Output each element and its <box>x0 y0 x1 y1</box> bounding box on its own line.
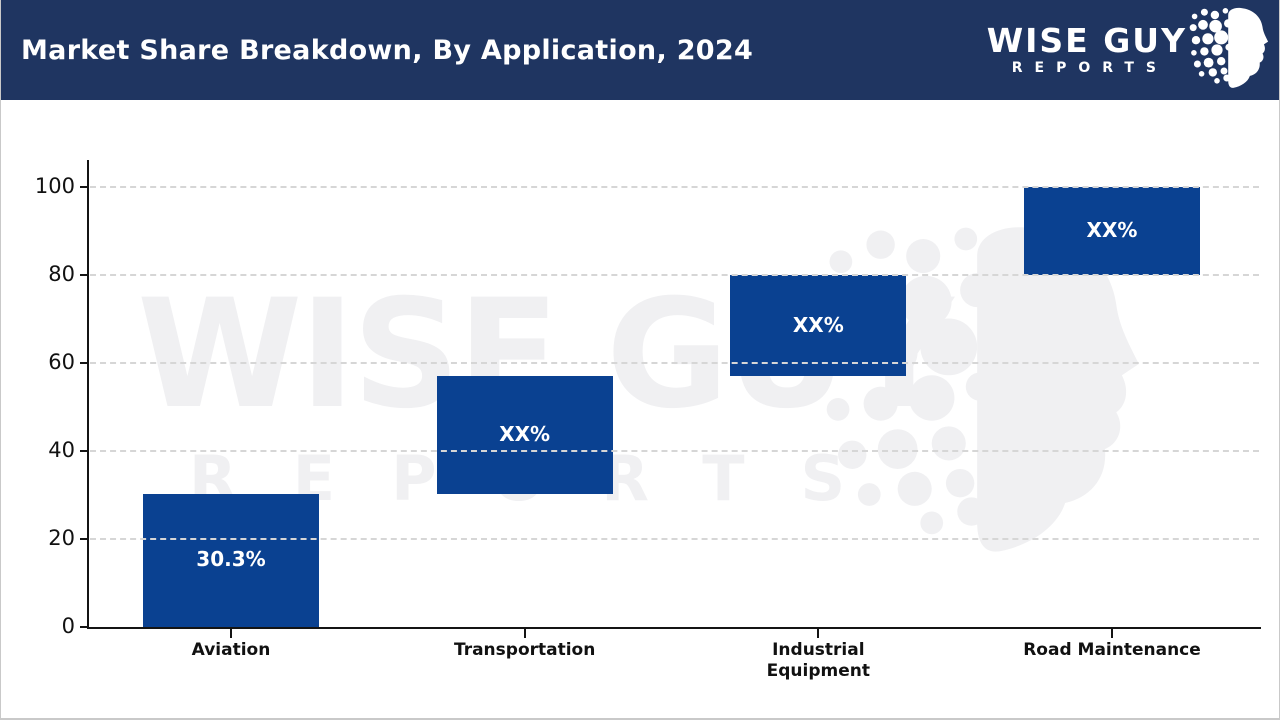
x-category-label: Road Maintenance <box>1023 640 1201 660</box>
wiseguy-face-icon <box>1189 7 1269 88</box>
chart-header: Market Share Breakdown, By Application, … <box>1 0 1279 100</box>
y-tick-80 <box>80 274 89 276</box>
bar-value-label: XX% <box>792 312 844 337</box>
x-tick-4 <box>1111 629 1113 638</box>
logo-wordmark: WISE GUY <box>986 20 1187 60</box>
y-axis-line <box>87 160 89 629</box>
y-tick-label-40: 40 <box>48 438 75 462</box>
x-category-label: Aviation <box>191 640 271 660</box>
y-tick-label-60: 60 <box>48 350 75 374</box>
bar-value-label: 30.3% <box>196 547 266 572</box>
bar-industrial-equipment <box>730 275 907 377</box>
gridline-20 <box>90 538 1259 540</box>
bar-road-maintenance <box>1024 187 1200 275</box>
x-tick-1 <box>230 629 232 638</box>
y-tick-100 <box>80 186 89 188</box>
x-category-label: Transportation <box>453 640 596 660</box>
bar-aviation <box>143 493 319 627</box>
x-tick-3 <box>817 629 820 638</box>
y-tick-label-80: 80 <box>48 262 75 286</box>
wiseguy-logo: WISE GUY REPORTS <box>987 4 1273 96</box>
gridline-60 <box>90 362 1259 364</box>
y-tick-label-100: 100 <box>34 174 75 198</box>
gridline-80 <box>90 274 1259 276</box>
y-tick-40 <box>80 450 89 452</box>
gridline-40 <box>90 450 1259 452</box>
logo-subtext: REPORTS <box>1011 60 1169 77</box>
y-tick-0 <box>80 626 89 628</box>
x-category-label: Industrial Equipment <box>766 640 870 682</box>
bar-transportation <box>436 376 613 494</box>
x-axis-line <box>87 627 1261 629</box>
logo-text: WISE GUY REPORTS <box>986 20 1187 77</box>
bar-value-label: XX% <box>1086 218 1138 242</box>
x-tick-2 <box>523 629 526 638</box>
y-tick-label-0: 0 <box>61 614 75 638</box>
y-tick-20 <box>80 538 89 540</box>
chart-title: Market Share Breakdown, By Application, … <box>21 34 754 66</box>
y-tick-60 <box>80 362 89 364</box>
bar-value-label: XX% <box>499 421 551 446</box>
y-tick-label-20: 20 <box>48 526 75 550</box>
gridline-100 <box>90 186 1259 188</box>
